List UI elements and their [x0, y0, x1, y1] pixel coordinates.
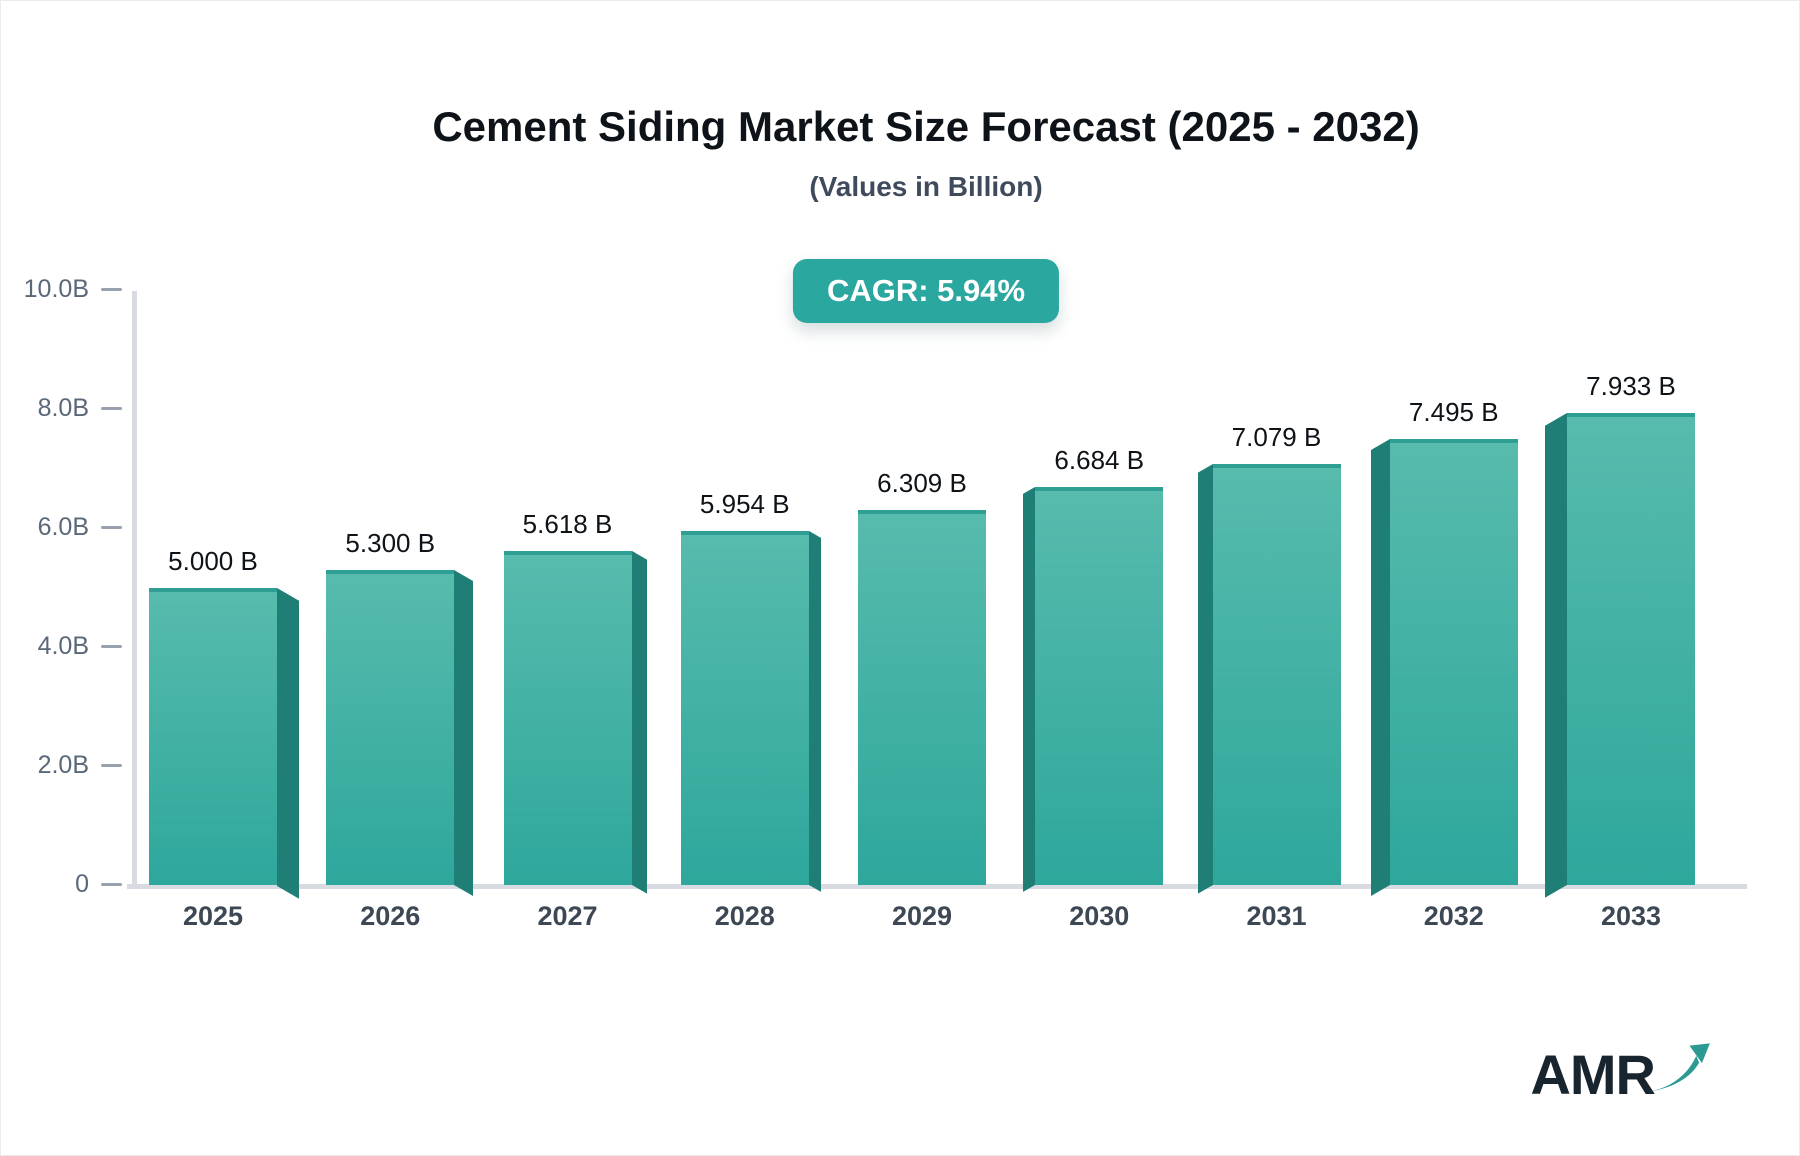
- bar-value-label-2031: 7.079 B: [1231, 421, 1322, 452]
- bar-2030-side-face: [1023, 487, 1036, 892]
- y-tick-dash-0: [101, 883, 122, 886]
- x-axis-line: [127, 884, 1747, 889]
- amr-logo: AMR: [1530, 1037, 1711, 1111]
- x-axis-label-2030: 2030: [1069, 901, 1130, 931]
- amr-logo-text: AMR: [1530, 1042, 1656, 1106]
- y-tick-dash-8.0B: [101, 407, 122, 410]
- chart-subtitle: (Values in Billion): [809, 171, 1043, 202]
- bar-value-label-2033: 7.933 B: [1586, 370, 1676, 401]
- bar-value-label-2030: 6.684 B: [1054, 445, 1145, 476]
- bar-2028-side-face: [808, 530, 821, 892]
- bar-2028[interactable]: [680, 530, 809, 885]
- bar-2033[interactable]: [1567, 412, 1695, 885]
- bar-2025-side-face: [277, 587, 299, 898]
- bar-2026[interactable]: [326, 569, 455, 885]
- x-axis-label-2032: 2032: [1423, 901, 1484, 931]
- y-tick-dash-2.0B: [101, 764, 122, 767]
- growth-arrow-icon: [1646, 1043, 1710, 1093]
- y-tick-dash-4.0B: [101, 645, 122, 648]
- bar-value-label-2028: 5.954 B: [699, 488, 790, 519]
- bar-2032-side-face: [1370, 439, 1390, 896]
- y-tick-label-10.0B: 10.0B: [23, 275, 89, 303]
- y-tick-label-2.0B: 2.0B: [37, 751, 89, 779]
- x-axis-label-2025: 2025: [182, 901, 244, 931]
- y-tick-label-4.0B: 4.0B: [37, 632, 89, 660]
- bar-2025[interactable]: [149, 587, 277, 885]
- x-axis-label-2027: 2027: [537, 901, 598, 931]
- bar-2027[interactable]: [503, 550, 632, 885]
- bar-2033-side-face: [1545, 412, 1567, 898]
- bar-2030[interactable]: [1035, 487, 1164, 885]
- y-tick-label-6.0B: 6.0B: [37, 513, 89, 541]
- bar-value-label-2029: 6.309 B: [877, 467, 967, 498]
- bar-2031-side-face: [1197, 463, 1213, 894]
- bar-value-label-2027: 5.618 B: [522, 508, 613, 539]
- bar-2026-side-face: [454, 569, 474, 896]
- y-tick-dash-10.0B: [101, 288, 122, 291]
- bar-2031[interactable]: [1212, 463, 1341, 885]
- bar-value-label-2025: 5.000 B: [168, 545, 258, 576]
- bar-2029[interactable]: [858, 509, 986, 885]
- x-axis-label-2031: 2031: [1246, 901, 1307, 931]
- x-axis-label-2033: 2033: [1600, 901, 1662, 931]
- chart-title: Cement Siding Market Size Forecast (2025…: [432, 103, 1420, 150]
- y-tick-label-0: 0: [75, 870, 89, 898]
- x-axis-label-2028: 2028: [714, 901, 775, 931]
- bar-2032[interactable]: [1389, 439, 1518, 885]
- bar-2027-side-face: [631, 550, 647, 894]
- y-tick-label-8.0B: 8.0B: [37, 394, 89, 422]
- bar-value-label-2026: 5.300 B: [345, 527, 436, 558]
- x-axis-label-2026: 2026: [360, 901, 421, 931]
- y-axis-line: [132, 291, 137, 889]
- y-tick-dash-6.0B: [101, 526, 122, 529]
- cagr-badge: CAGR: 5.94%: [792, 259, 1060, 323]
- bar-value-label-2032: 7.495 B: [1408, 397, 1499, 428]
- x-axis-label-2029: 2029: [891, 901, 953, 931]
